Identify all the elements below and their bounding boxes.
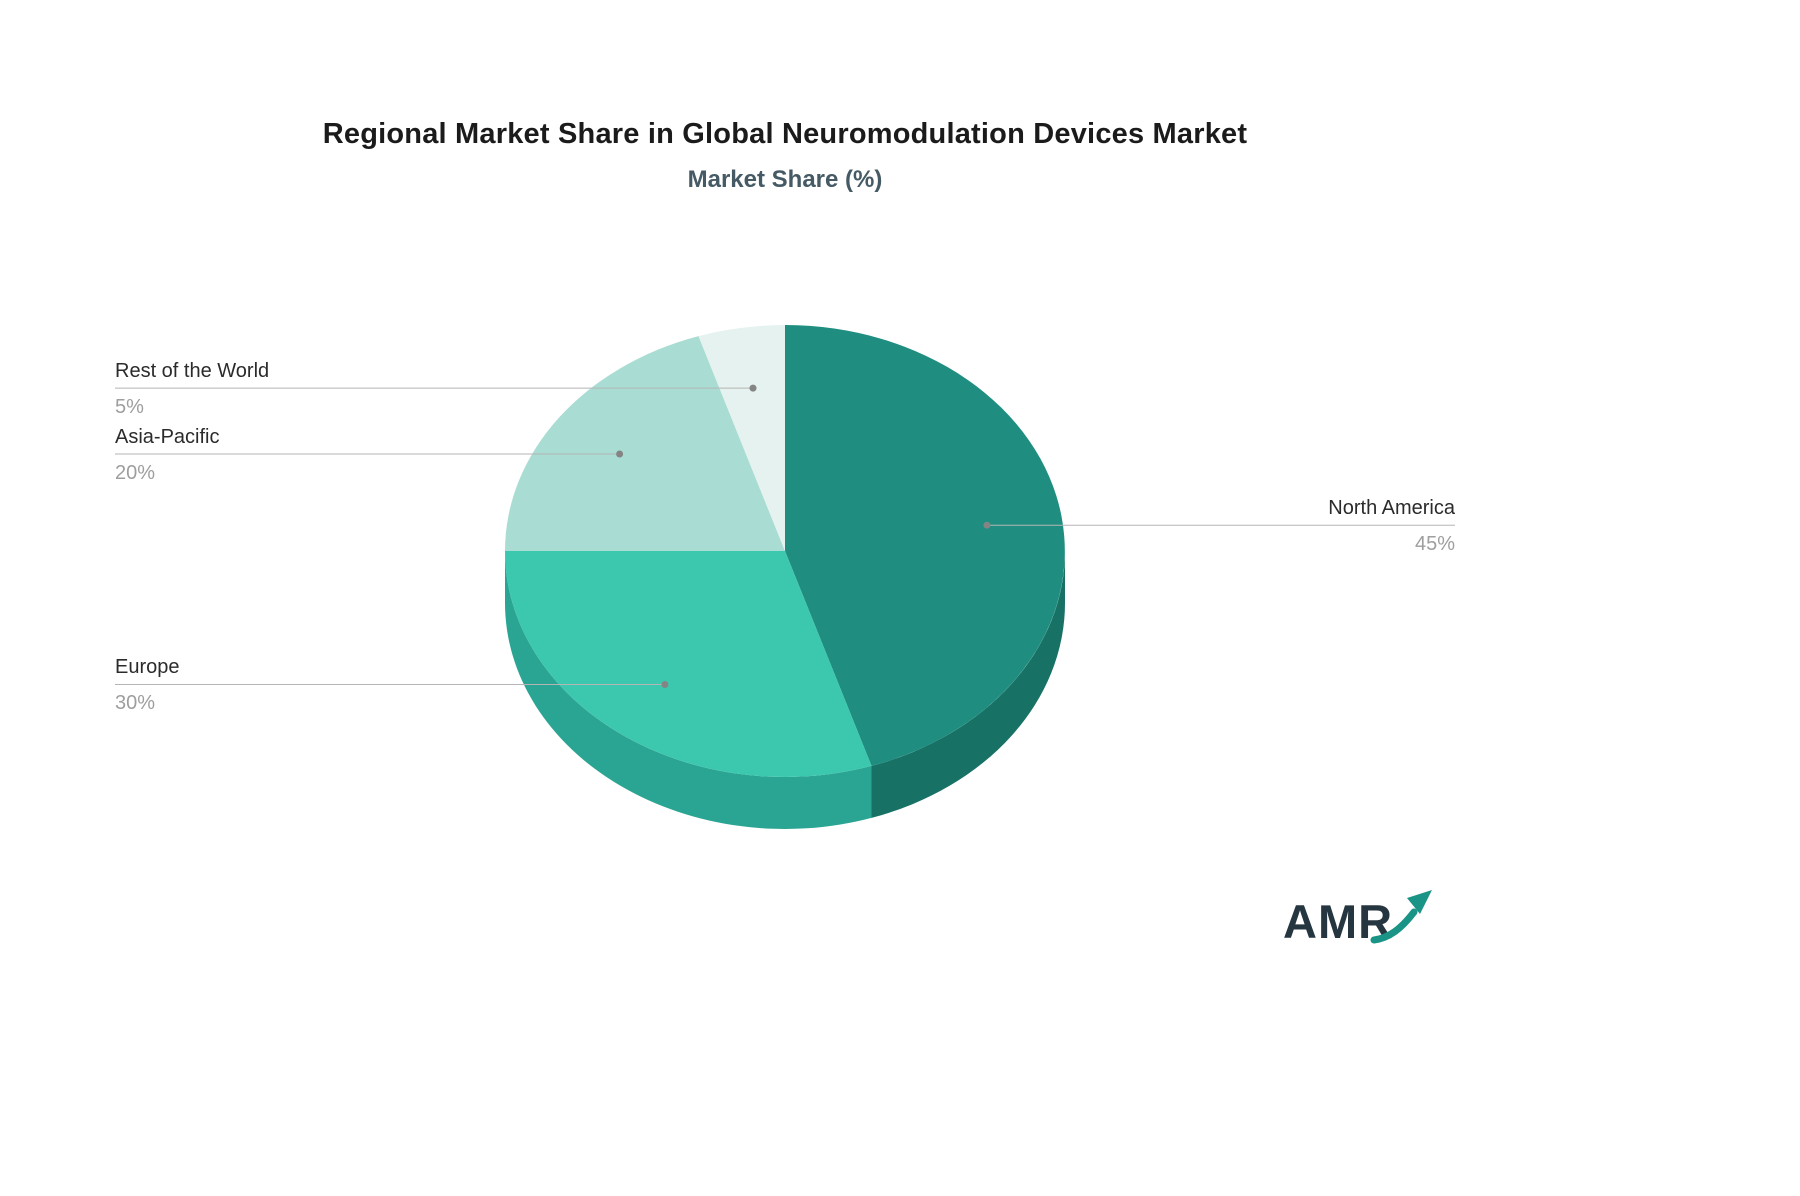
pie-label-name: Europe [115,656,180,679]
leader-dot-asia-pacific [616,450,624,458]
leader-dot-europe [661,681,669,688]
pie-slice-rest-of-the-world [698,325,785,551]
pie-label-north-america: North America 45% [1328,494,1455,558]
pie-label-value: 30% [115,692,156,715]
growth-arrow-icon [1370,890,1432,944]
pie-label-europe: Europe 30% [115,653,180,717]
pie-label-name: North America [1328,497,1455,520]
pie-label-rest-of-the-world: Rest of the World 5% [115,357,269,421]
pie-label-value: 20% [115,462,156,485]
pie-label-name: Rest of the World [115,360,270,383]
pie-slice-europe [505,551,872,777]
chart-title: Regional Market Share in Global Neuromod… [322,118,1248,150]
pie-label-value: 5% [115,396,144,419]
pie-label-name: Asia-Pacific [115,426,220,449]
pie-side-europe [505,551,872,829]
pie-slice-north-america [785,325,1065,766]
leader-dot-rest-of-the-world [749,384,757,392]
amr-logo: AMR [1283,890,1443,958]
pie-slice-asia-pacific [505,336,785,551]
pie-label-asia-pacific: Asia-Pacific 20% [115,423,219,487]
chart-subtitle: Market Share (%) [687,166,883,193]
pie-side-north-america [871,551,1065,818]
leader-dot-north-america [983,521,991,529]
pie-label-value: 45% [1414,533,1455,556]
